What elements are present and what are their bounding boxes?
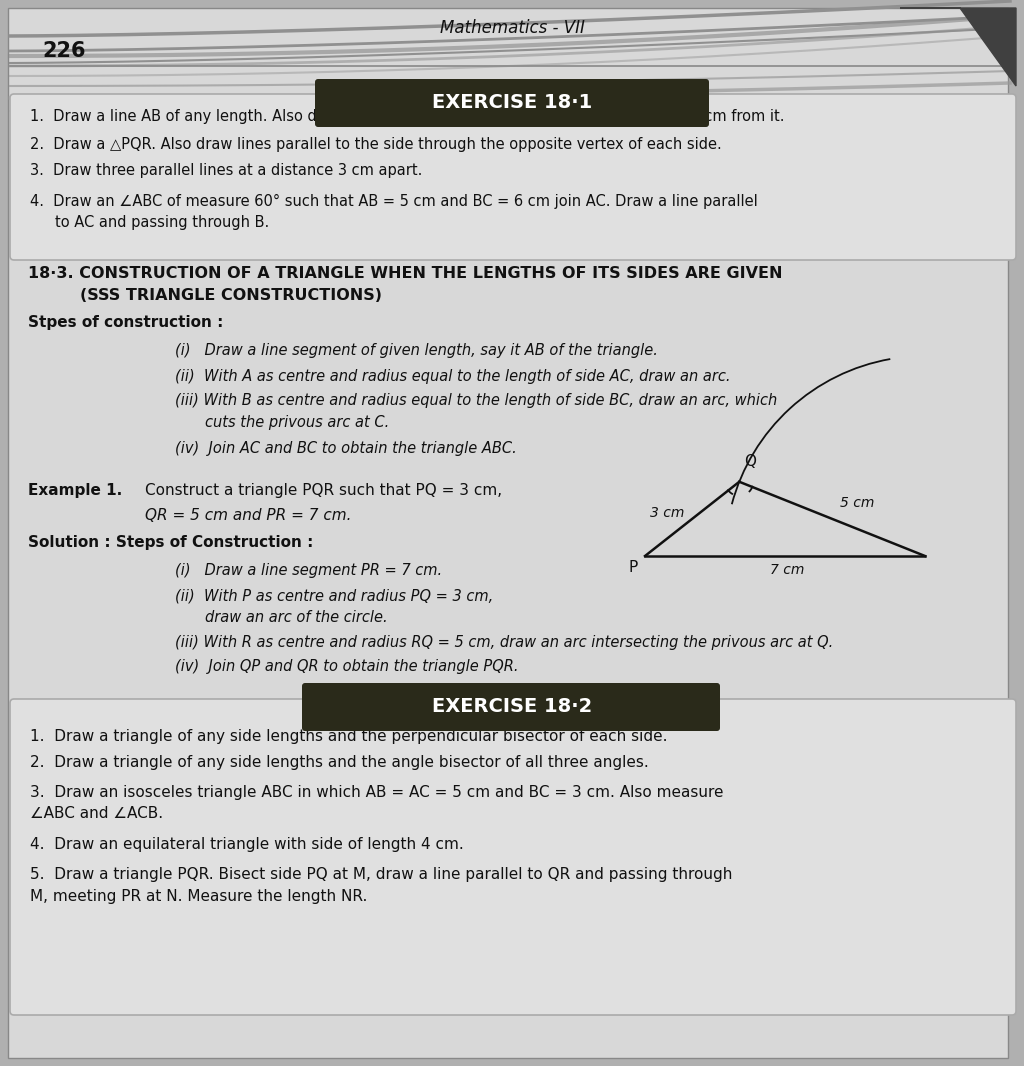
- Text: 3.  Draw three parallel lines at a distance 3 cm apart.: 3. Draw three parallel lines at a distan…: [30, 163, 422, 178]
- Text: (i)   Draw a line segment PR = 7 cm.: (i) Draw a line segment PR = 7 cm.: [175, 564, 442, 579]
- Polygon shape: [900, 9, 1016, 86]
- Text: 4.  Draw an equilateral triangle with side of length 4 cm.: 4. Draw an equilateral triangle with sid…: [30, 837, 464, 852]
- Text: cuts the privous arc at C.: cuts the privous arc at C.: [205, 416, 389, 431]
- FancyBboxPatch shape: [10, 699, 1016, 1015]
- FancyBboxPatch shape: [10, 94, 1016, 260]
- Text: to AC and passing through B.: to AC and passing through B.: [55, 215, 269, 230]
- Text: Solution : Steps of Construction :: Solution : Steps of Construction :: [28, 535, 313, 550]
- FancyBboxPatch shape: [315, 79, 709, 127]
- FancyBboxPatch shape: [302, 683, 720, 731]
- Text: (SSS TRIANGLE CONSTRUCTIONS): (SSS TRIANGLE CONSTRUCTIONS): [80, 288, 382, 303]
- Text: P: P: [629, 560, 638, 575]
- Text: (iii) With B as centre and radius equal to the length of side BC, draw an arc, w: (iii) With B as centre and radius equal …: [175, 393, 777, 408]
- Text: EXERCISE 18·2: EXERCISE 18·2: [432, 697, 592, 716]
- Text: 4.  Draw an ∠ABC of measure 60° such that AB = 5 cm and BC = 6 cm join AC. Draw : 4. Draw an ∠ABC of measure 60° such that…: [30, 194, 758, 209]
- Text: (iv)  Join QP and QR to obtain the triangle PQR.: (iv) Join QP and QR to obtain the triang…: [175, 660, 518, 675]
- Text: (ii)  With P as centre and radius PQ = 3 cm,: (ii) With P as centre and radius PQ = 3 …: [175, 588, 494, 603]
- Text: (ii)  With A as centre and radius equal to the length of side AC, draw an arc.: (ii) With A as centre and radius equal t…: [175, 369, 730, 384]
- Text: Mathematics - VII: Mathematics - VII: [439, 19, 585, 37]
- Text: M, meeting PR at N. Measure the length NR.: M, meeting PR at N. Measure the length N…: [30, 888, 368, 904]
- Text: (iv)  Join AC and BC to obtain the triangle ABC.: (iv) Join AC and BC to obtain the triang…: [175, 440, 517, 455]
- Text: 226: 226: [42, 41, 85, 61]
- Text: 5 cm: 5 cm: [840, 496, 874, 510]
- Text: 1.  Draw a triangle of any side lengths and the perpendicular bisector of each s: 1. Draw a triangle of any side lengths a…: [30, 728, 668, 743]
- Text: ∠ABC and ∠ACB.: ∠ABC and ∠ACB.: [30, 807, 163, 822]
- Text: 2.  Draw a △PQR. Also draw lines parallel to the side through the opposite verte: 2. Draw a △PQR. Also draw lines parallel…: [30, 136, 722, 151]
- Text: Stpes of construction :: Stpes of construction :: [28, 316, 223, 330]
- Text: 7 cm: 7 cm: [770, 563, 805, 577]
- Text: 5.  Draw a triangle PQR. Bisect side PQ at M, draw a line parallel to QR and pas: 5. Draw a triangle PQR. Bisect side PQ a…: [30, 867, 732, 882]
- Text: (iii) With R as centre and radius RQ = 5 cm, draw an arc intersecting the privou: (iii) With R as centre and radius RQ = 5…: [175, 634, 834, 649]
- Text: QR = 5 cm and PR = 7 cm.: QR = 5 cm and PR = 7 cm.: [145, 507, 351, 522]
- Text: 18·3. CONSTRUCTION OF A TRIANGLE WHEN THE LENGTHS OF ITS SIDES ARE GIVEN: 18·3. CONSTRUCTION OF A TRIANGLE WHEN TH…: [28, 265, 782, 280]
- Text: 3 cm: 3 cm: [650, 506, 684, 520]
- Text: 1.  Draw a line AB of any length. Also draw another line parallel to AB being at: 1. Draw a line AB of any length. Also dr…: [30, 109, 784, 124]
- FancyBboxPatch shape: [8, 9, 1008, 1057]
- Text: Construct a triangle PQR such that PQ = 3 cm,: Construct a triangle PQR such that PQ = …: [145, 484, 502, 499]
- Text: EXERCISE 18·1: EXERCISE 18·1: [432, 94, 592, 113]
- Text: (i)   Draw a line segment of given length, say it AB of the triangle.: (i) Draw a line segment of given length,…: [175, 343, 657, 358]
- Text: 3.  Draw an isosceles triangle ABC in which AB = AC = 5 cm and BC = 3 cm. Also m: 3. Draw an isosceles triangle ABC in whi…: [30, 786, 724, 801]
- Text: 2.  Draw a triangle of any side lengths and the angle bisector of all three angl: 2. Draw a triangle of any side lengths a…: [30, 756, 649, 771]
- Text: draw an arc of the circle.: draw an arc of the circle.: [205, 610, 388, 625]
- Text: Example 1.: Example 1.: [28, 484, 122, 499]
- Text: Q: Q: [744, 454, 757, 469]
